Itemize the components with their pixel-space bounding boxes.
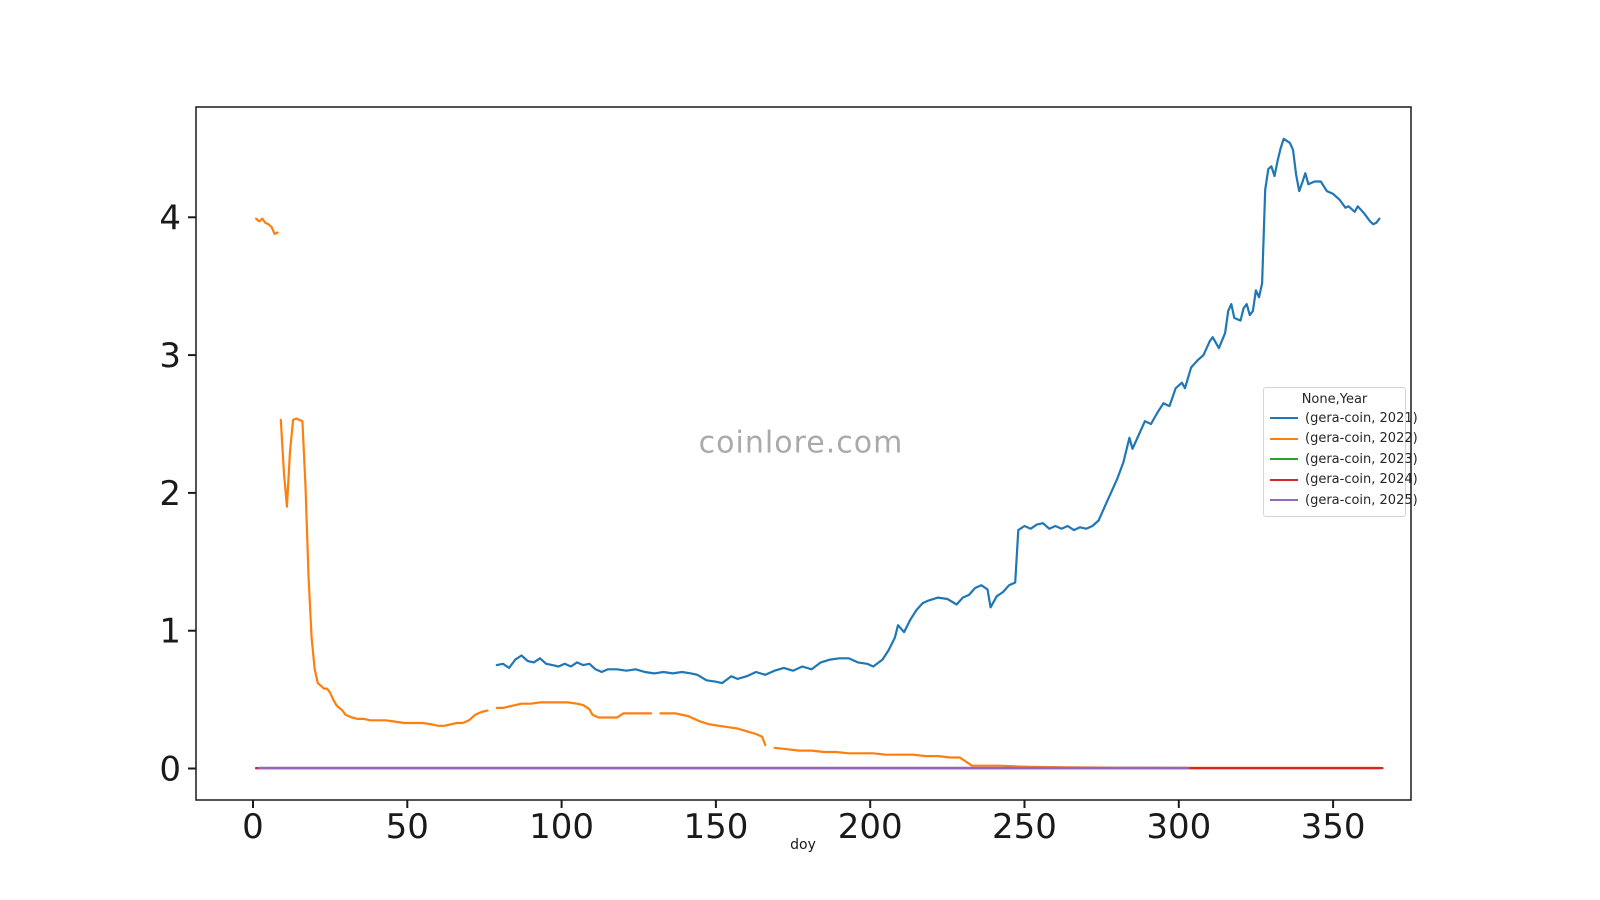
legend-entry-label: (gera-coin, 2023) [1305,451,1418,467]
watermark: coinlore.com [698,425,904,461]
series-line-2022 [279,417,489,727]
legend-entries: (gera-coin, 2021) (gera-coin, 2022) (gera-… [1270,408,1418,511]
y-tick-label: 2 [159,474,181,514]
y-tick-label: 4 [159,198,181,238]
x-tick-label: 250 [992,807,1057,847]
legend-entry: (gera-coin, 2024) [1270,470,1418,491]
legend-entry-label: (gera-coin, 2021) [1305,410,1418,426]
legend-line-swatch [1270,458,1298,461]
x-axis-label: doy [790,837,816,853]
x-tick-label: 50 [386,807,429,847]
x-tick-label: 300 [1146,807,1211,847]
x-tick-label: 0 [242,807,264,847]
legend-entry: (gera-coin, 2021) [1270,408,1418,429]
y-tick-label: 1 [159,612,181,652]
series-line-2022 [659,712,767,747]
legend: None,Year (gera-coin, 2021) (gera-coin, 2… [1263,387,1418,517]
x-tick-label: 200 [838,807,903,847]
legend-line-swatch [1270,478,1298,481]
x-tick-label: 150 [683,807,748,847]
legend-entry-label: (gera-coin, 2025) [1305,492,1418,508]
legend-entry-label: (gera-coin, 2024) [1305,472,1418,488]
x-tick-label: 100 [529,807,594,847]
series-line-2022 [773,746,1381,770]
series-line-2021 [495,137,1381,685]
legend-entry: (gera-coin, 2022) [1270,429,1418,450]
series-line-2022 [495,701,653,719]
legend-line-swatch [1270,499,1298,502]
y-tick-label: 3 [159,336,181,376]
series-line-2022 [255,217,279,235]
legend-line-swatch [1270,437,1298,440]
legend-entry: (gera-coin, 2023) [1270,449,1418,470]
y-tick-label: 0 [159,750,181,790]
legend-entry-label: (gera-coin, 2022) [1305,431,1418,447]
x-tick-label: 350 [1301,807,1366,847]
legend-entry: (gera-coin, 2025) [1270,490,1418,511]
plot-border [195,106,1412,801]
legend-title: None,Year [1301,392,1368,407]
legend-line-swatch [1270,417,1298,420]
